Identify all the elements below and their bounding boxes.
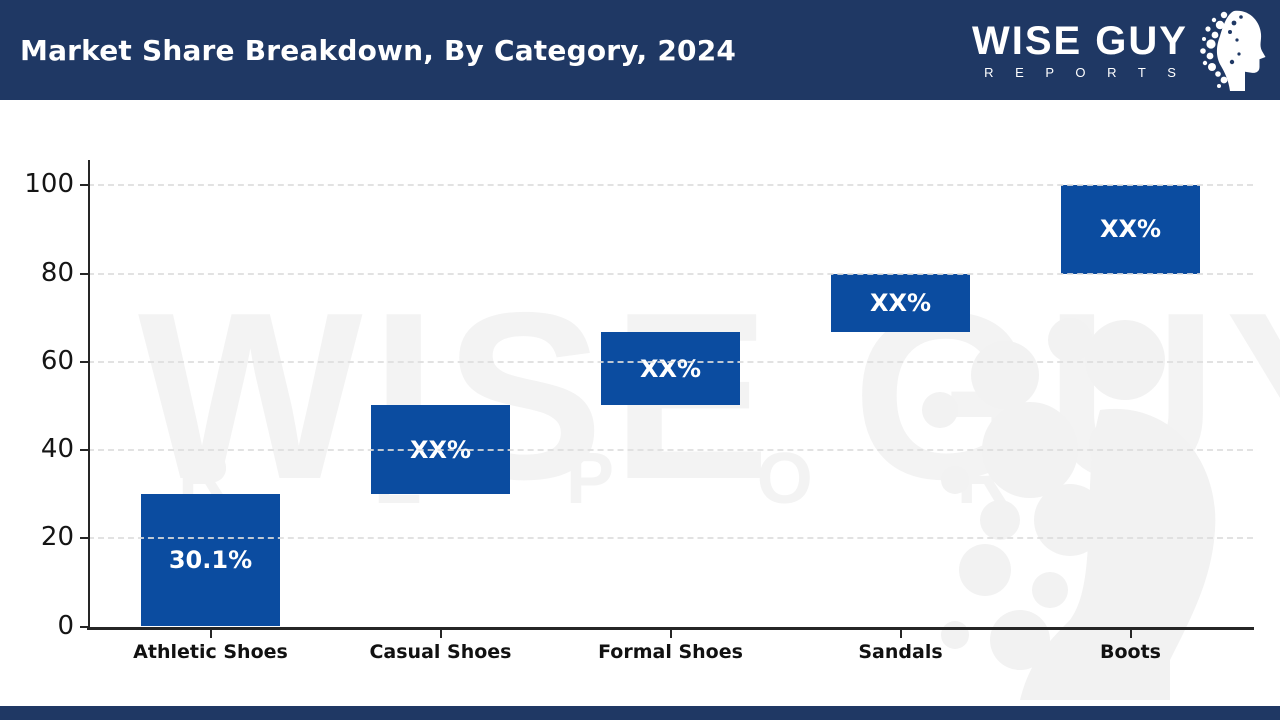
x-tick-1 (209, 629, 212, 638)
x-label-boots: Boots (1100, 640, 1161, 663)
logo-wordmark: WISE GUY R E P O R T S (972, 21, 1188, 79)
y-tick-label-20: 20 (40, 522, 74, 553)
x-tick-4 (899, 629, 902, 638)
x-tick-5 (1129, 629, 1132, 638)
y-tick-20 (80, 537, 88, 540)
gridline-80 (88, 272, 1253, 275)
bar-formal-shoes: XX% (601, 331, 740, 406)
gridline-40 (88, 449, 1253, 452)
bar-sandals: XX% (831, 273, 970, 332)
y-tick-80 (80, 272, 88, 275)
x-tick-3 (669, 629, 672, 638)
y-tick-label-80: 80 (40, 257, 74, 288)
y-tick-60 (80, 360, 88, 363)
y-tick-100 (80, 184, 88, 187)
y-tick-0 (80, 625, 88, 628)
logo-head-icon (1200, 10, 1266, 91)
logo-wordmark-line1: WISE GUY (971, 19, 1188, 63)
footer-bar (0, 706, 1280, 720)
gridline-20 (88, 537, 1253, 540)
x-label-formal-shoes: Formal Shoes (598, 640, 743, 663)
page-title: Market Share Breakdown, By Category, 202… (20, 33, 737, 67)
y-axis-line (88, 160, 90, 629)
y-tick-label-40: 40 (40, 434, 74, 465)
y-tick-label-0: 0 (57, 610, 74, 641)
x-label-sandals: Sandals (858, 640, 943, 663)
bar-value-label: XX% (1099, 215, 1162, 244)
bar-value-label: XX% (639, 354, 702, 383)
bar-value-label: 30.1% (168, 546, 253, 575)
y-tick-40 (80, 449, 88, 452)
wiseguy-logo: WISE GUY R E P O R T S (972, 0, 1266, 100)
gridline-60 (88, 360, 1253, 363)
chart-area: WISE GUY R E P O R T S 30.1%XX%XX%XX%XX%… (0, 100, 1280, 706)
x-label-athletic-shoes: Athletic Shoes (133, 640, 288, 663)
y-tick-label-100: 100 (24, 169, 74, 200)
x-axis-line (87, 626, 1254, 630)
gridline-100 (88, 184, 1253, 187)
x-label-casual-shoes: Casual Shoes (369, 640, 512, 663)
bar-boots: XX% (1061, 185, 1200, 274)
bar-value-label: XX% (869, 288, 932, 317)
logo-wordmark-line2: R E P O R T S (984, 65, 1185, 80)
bar-athletic-shoes: 30.1% (141, 493, 280, 627)
y-tick-label-60: 60 (40, 345, 74, 376)
header-bar: Market Share Breakdown, By Category, 202… (0, 0, 1280, 100)
x-tick-2 (439, 629, 442, 638)
